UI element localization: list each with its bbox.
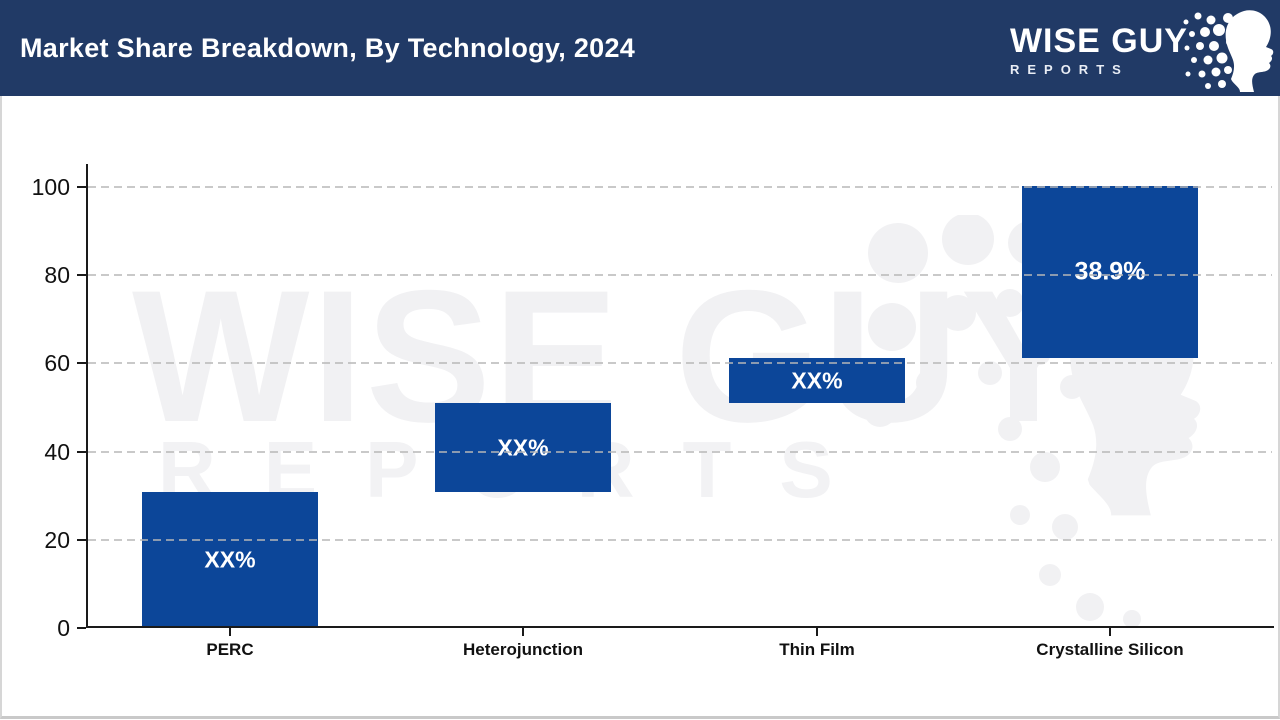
logo-subtitle: REPORTS: [1009, 61, 1129, 77]
wise-guy-reports-logo: WISE GUY REPORTS: [1010, 8, 1274, 92]
y-tick-mark-20: [77, 539, 86, 541]
bar-heterojunction: XX%: [435, 403, 611, 492]
header-bar: Market Share Breakdown, By Technology, 2…: [0, 0, 1280, 96]
y-tick-mark-100: [77, 186, 86, 188]
x-tick-mark-heterojunction: [522, 628, 524, 636]
y-tick-mark-80: [77, 274, 86, 276]
value-label-thin-film: XX%: [791, 367, 843, 393]
y-tick-mark-40: [77, 451, 86, 453]
value-label-crystalline-silicon: 38.9%: [1074, 257, 1146, 286]
x-tick-mark-perc: [229, 628, 231, 636]
x-label-thin-film: Thin Film: [779, 640, 855, 659]
dotted-face-logo-icon: [1183, 10, 1274, 92]
value-label-perc: XX%: [204, 546, 256, 572]
chart-title: Market Share Breakdown, By Technology, 2…: [20, 32, 636, 63]
x-label-heterojunction: Heterojunction: [463, 640, 583, 659]
y-tick-label-80: 80: [44, 262, 70, 288]
y-axis-line: [86, 164, 88, 628]
y-tick-label-60: 60: [44, 350, 70, 376]
x-label-crystalline-silicon: Crystalline Silicon: [1036, 640, 1184, 659]
bar-crystalline-silicon: 38.9%: [1022, 186, 1198, 358]
y-tick-label-40: 40: [44, 439, 70, 465]
bar-thin-film: XX%: [729, 358, 905, 403]
gridline-40: [88, 451, 1272, 453]
bar-perc: XX%: [142, 492, 318, 627]
x-tick-mark-thin-film: [816, 628, 818, 636]
y-tick-label-20: 20: [44, 527, 70, 553]
y-tick-label-0: 0: [57, 615, 70, 641]
gridline-60: [88, 362, 1272, 364]
logo-text: WISE GUY REPORTS: [1009, 22, 1188, 77]
gridline-80: [88, 274, 1272, 276]
x-axis-line: [86, 626, 1274, 628]
x-label-perc: PERC: [206, 640, 254, 659]
y-tick-mark-0: [77, 627, 86, 629]
x-tick-mark-crystalline-silicon: [1109, 628, 1111, 636]
gridline-100: [88, 186, 1272, 188]
value-label-heterojunction: XX%: [497, 434, 549, 460]
gridline-20: [88, 539, 1272, 541]
y-tick-label-100: 100: [31, 174, 70, 200]
logo-wordmark: WISE GUY: [1009, 22, 1188, 61]
y-tick-mark-60: [77, 362, 86, 364]
